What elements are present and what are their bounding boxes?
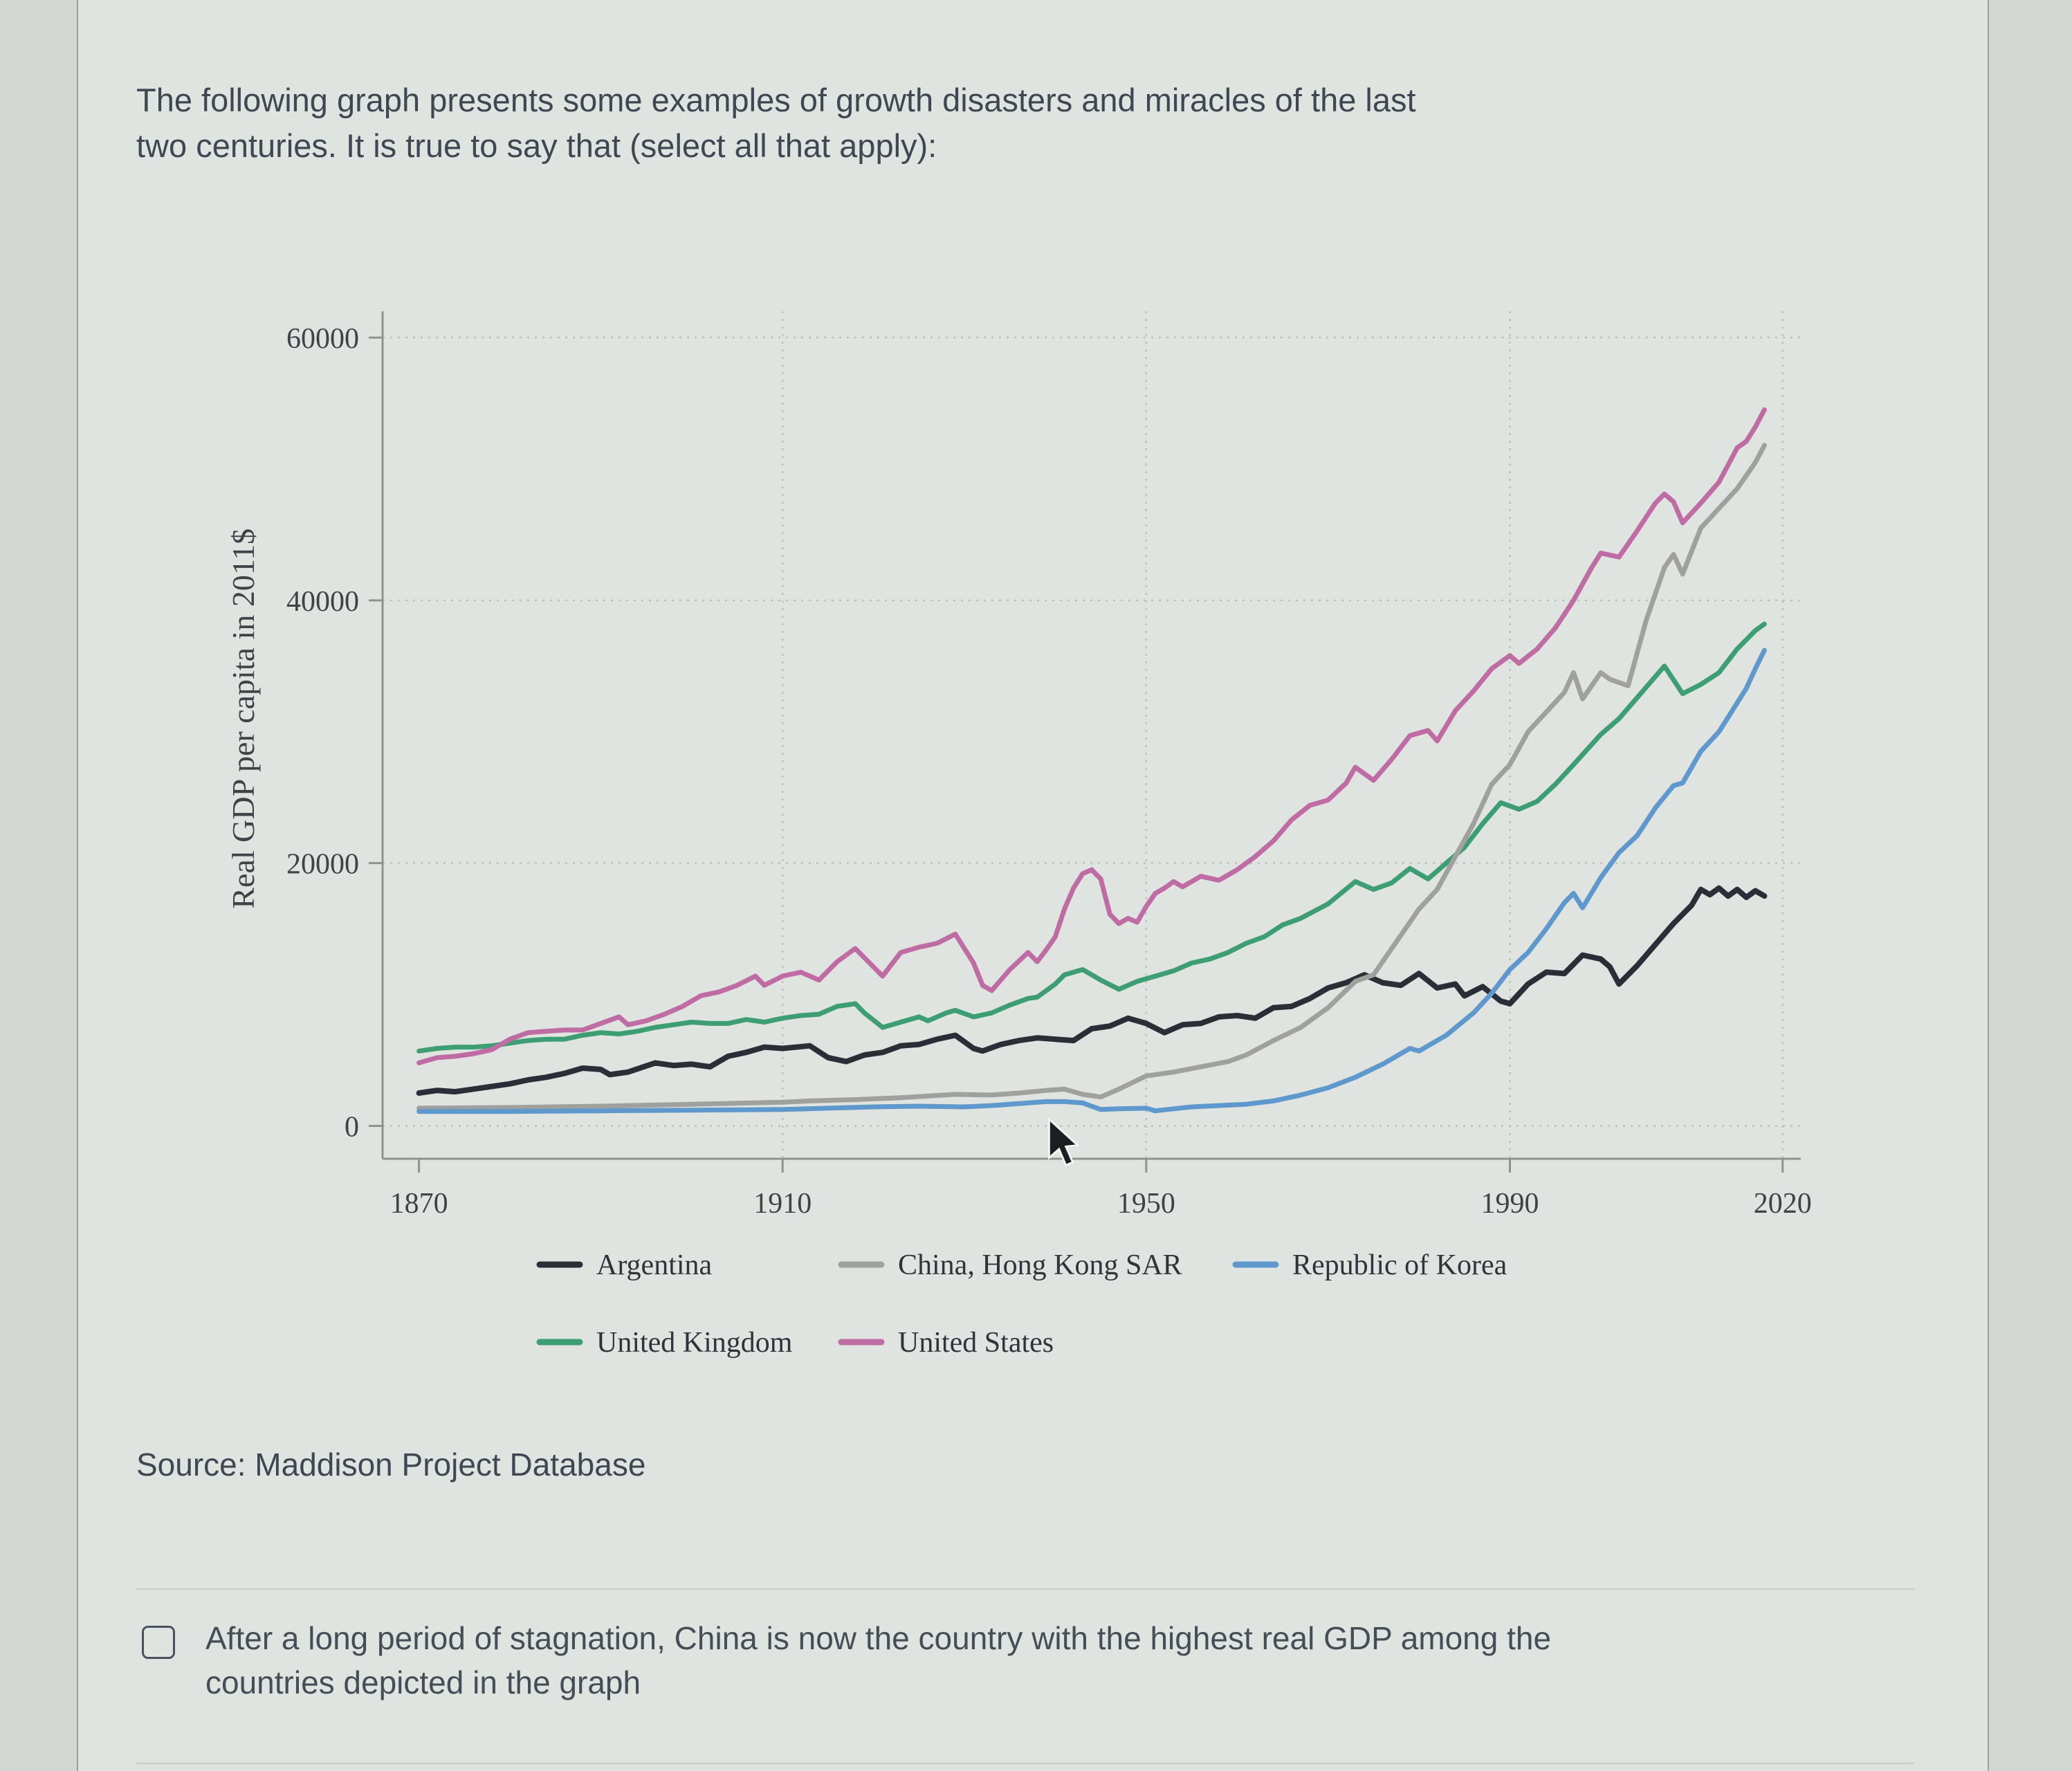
question-text: two centuries. It is true to say that (s… [136,127,937,164]
y-axis-title: Real GDP per capita in 2011$ [226,529,261,909]
series-line-china-hong-kong-sar [416,443,1767,1111]
y-tick-label: 20000 [286,849,359,881]
legend-item-argentina: Argentina [536,1249,713,1281]
chart-source-note: Source: Maddison Project Database [136,1447,646,1483]
series-line-united-states [416,407,1767,1065]
legend-label: Argentina [596,1249,713,1281]
gdp-line-chart-svg: 0 20000 40000 60000 1870 1910 1950 1990 2020 Real… [226,311,1812,1359]
divider [136,1763,1914,1764]
question-text: The following graph presents some exampl… [136,82,1416,118]
x-tick-label: 1990 [1480,1188,1539,1220]
y-tick-label: 0 [345,1112,359,1144]
series-line-republic-of-korea [416,648,1767,1114]
legend-item-republic-of-korea: Republic of Korea [1232,1249,1507,1281]
legend-item-united-states: United States [838,1327,1054,1359]
legend-label: China, Hong Kong SAR [898,1249,1182,1281]
series-line-united-kingdom [416,621,1767,1054]
answer-option-label[interactable]: countries depicted in the graph [205,1664,641,1700]
series-line-argentina [416,885,1768,1096]
y-tick-label: 60000 [286,323,359,355]
legend-label: United States [898,1327,1054,1359]
answer-checkbox[interactable] [142,1626,175,1659]
x-tick-label: 1950 [1117,1188,1175,1220]
x-tick-label: 2020 [1754,1188,1812,1220]
gdp-per-capita-chart: 0 20000 40000 60000 1870 1910 1950 1990 2020 Real… [210,297,1822,1391]
x-tick-label: 1910 [753,1188,812,1220]
legend-label: United Kingdom [596,1327,793,1359]
legend-item-united-kingdom: United Kingdom [536,1327,793,1359]
question-card: The following graph presents some exampl… [77,0,1989,1771]
legend-label: Republic of Korea [1292,1249,1507,1281]
divider [136,1588,1914,1590]
x-tick-label: 1870 [390,1188,448,1220]
legend-item-china-hong-kong-sar: China, Hong Kong SAR [838,1249,1182,1281]
answer-option-label[interactable]: After a long period of stagnation, China… [205,1620,1552,1656]
y-tick-label: 40000 [286,586,359,618]
